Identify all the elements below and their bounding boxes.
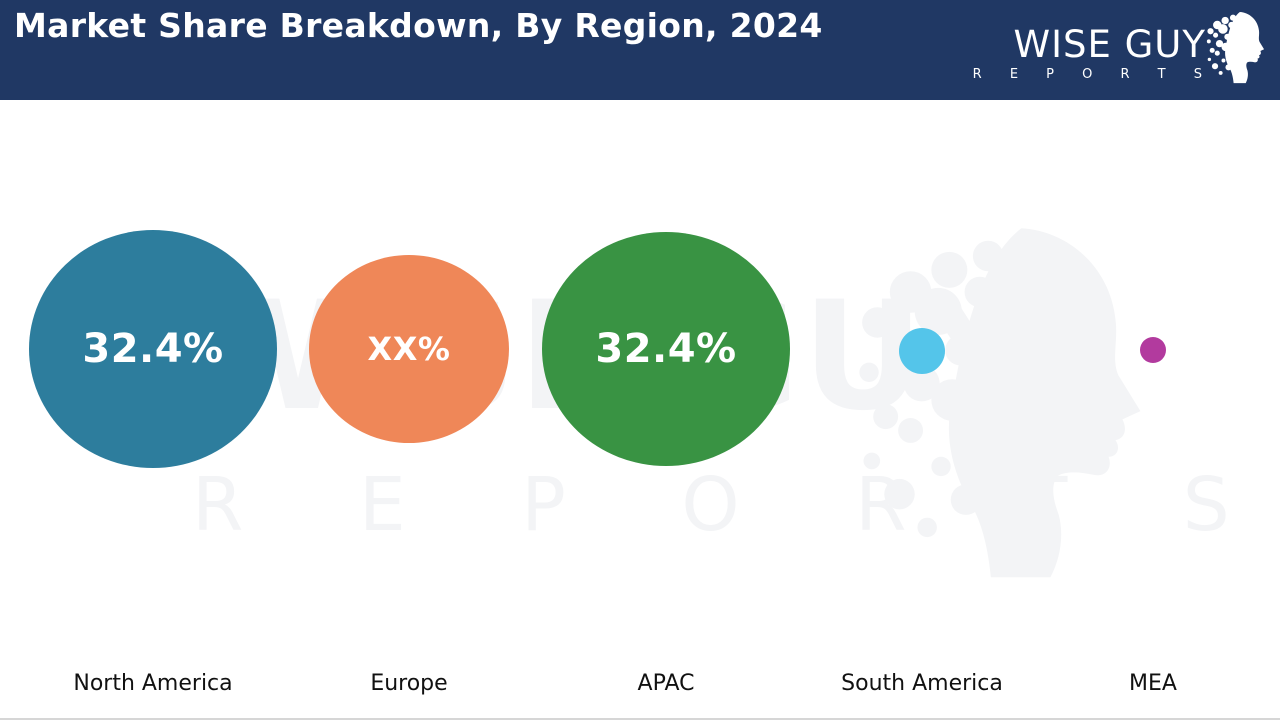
category-label-south-america: South America	[841, 671, 1003, 696]
category-label-north-america: North America	[73, 671, 233, 696]
bubble-north-america: 32.4%	[29, 230, 277, 468]
bubble-europe: XX%	[309, 255, 509, 443]
category-label-europe: Europe	[370, 671, 448, 696]
bubble-value-label: 32.4%	[82, 326, 224, 372]
bubble-value-label: 32.4%	[595, 326, 737, 372]
category-label-mea: MEA	[1129, 671, 1177, 696]
bubble-mea	[1140, 337, 1166, 363]
logo-text: WISE GUY R E P O R T S	[973, 26, 1206, 82]
logo-wordmark: WISE GUY	[1013, 23, 1206, 66]
watermark-head-icon	[855, 220, 1160, 580]
head-silhouette-icon	[1206, 10, 1268, 84]
bubble-south-america	[899, 328, 945, 374]
bubble-value-label: XX%	[367, 330, 451, 368]
bottom-divider	[0, 718, 1280, 720]
bubble-apac: 32.4%	[542, 232, 790, 466]
category-label-apac: APAC	[637, 671, 695, 696]
page-title: Market Share Breakdown, By Region, 2024	[14, 6, 823, 45]
logo-subtitle: R E P O R T S	[972, 67, 1214, 82]
wise-guy-logo: WISE GUY R E P O R T S	[973, 2, 1268, 84]
header-bar: Market Share Breakdown, By Region, 2024 …	[0, 0, 1280, 100]
